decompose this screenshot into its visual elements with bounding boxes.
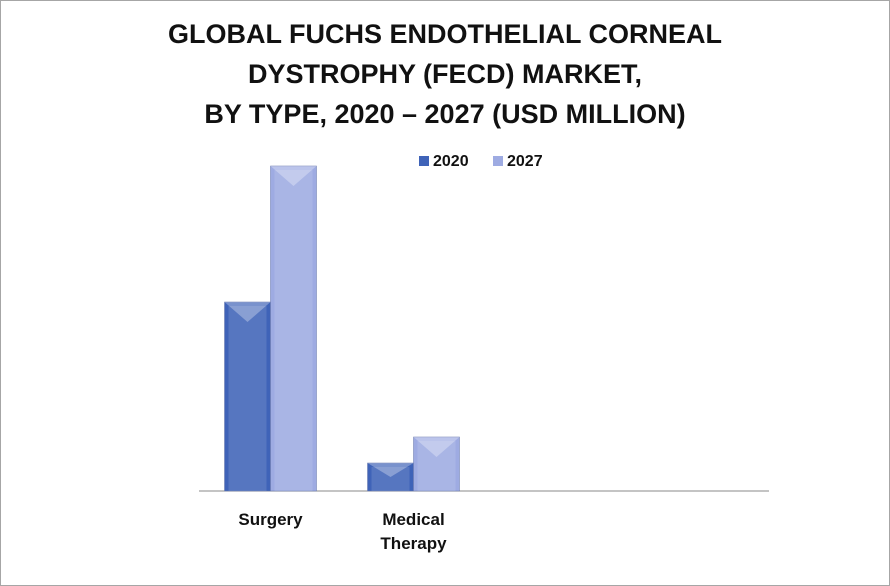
legend-swatch (493, 156, 503, 166)
bar-bevel (224, 302, 271, 322)
bar-shade (417, 441, 456, 491)
bar (224, 301, 271, 492)
legend-label: 2027 (507, 153, 543, 170)
legend-label: 2020 (433, 153, 469, 170)
bar-bevel (413, 437, 460, 457)
bar-shade (274, 170, 313, 491)
chart-title: GLOBAL FUCHS ENDOTHELIAL CORNEAL (168, 19, 722, 49)
x-tick-label: Medical Therapy (380, 510, 447, 553)
bar (270, 165, 317, 492)
bar-bevel (367, 463, 414, 477)
chart-title: BY TYPE, 2020 – 2027 (USD MILLION) (204, 99, 685, 129)
chart-title: DYSTROPHY (FECD) MARKET, (248, 59, 642, 89)
bar-bevel (270, 166, 317, 186)
legend-swatch (419, 156, 429, 166)
bar-shade (371, 467, 410, 491)
bar (413, 436, 460, 492)
bar (367, 462, 414, 492)
bar-shade (228, 306, 267, 491)
x-tick-label: Surgery (238, 510, 303, 529)
